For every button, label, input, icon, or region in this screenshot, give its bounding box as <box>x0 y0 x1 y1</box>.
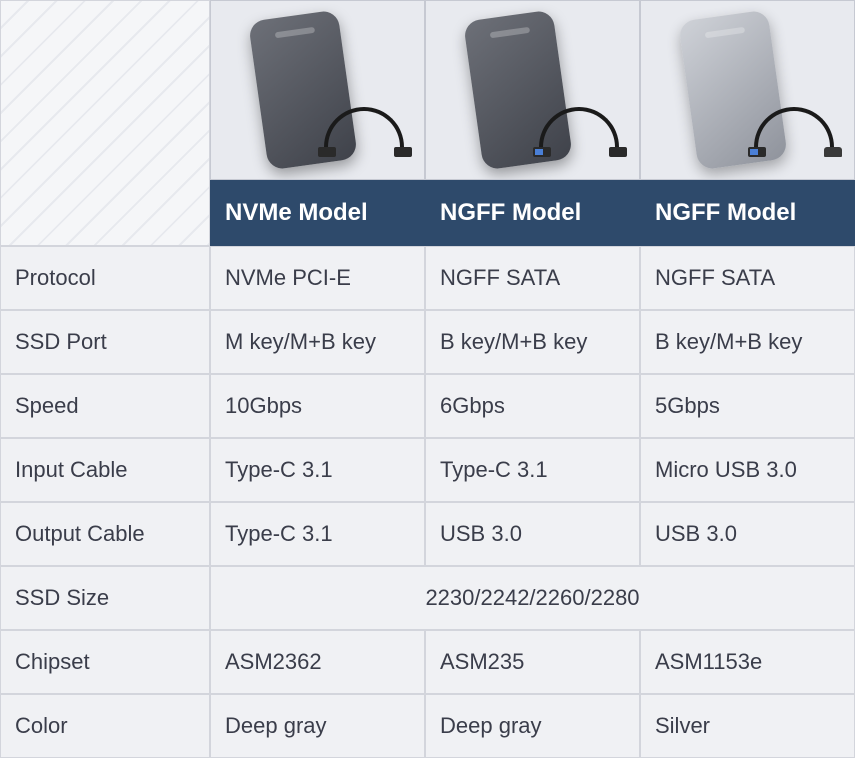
column-header-3: NGFF Model <box>640 180 855 246</box>
outputcable-c1: Type-C 3.1 <box>210 502 425 566</box>
speed-c1: 10Gbps <box>210 374 425 438</box>
color-c3: Silver <box>640 694 855 758</box>
protocol-c2: NGFF SATA <box>425 246 640 310</box>
outputcable-c2: USB 3.0 <box>425 502 640 566</box>
inputcable-c3: Micro USB 3.0 <box>640 438 855 502</box>
row-label-inputcable: Input Cable <box>0 438 210 502</box>
row-label-ssdport: SSD Port <box>0 310 210 374</box>
row-label-color: Color <box>0 694 210 758</box>
inputcable-c2: Type-C 3.1 <box>425 438 640 502</box>
inputcable-c1: Type-C 3.1 <box>210 438 425 502</box>
ssdport-c1: M key/M+B key <box>210 310 425 374</box>
row-label-outputcable: Output Cable <box>0 502 210 566</box>
cable-icon <box>320 99 410 169</box>
row-label-ssdsize: SSD Size <box>0 566 210 630</box>
row-label-speed: Speed <box>0 374 210 438</box>
color-c1: Deep gray <box>210 694 425 758</box>
column-header-2: NGFF Model <box>425 180 640 246</box>
protocol-c3: NGFF SATA <box>640 246 855 310</box>
color-c2: Deep gray <box>425 694 640 758</box>
speed-c3: 5Gbps <box>640 374 855 438</box>
corner-spacer <box>0 0 210 246</box>
chipset-c3: ASM1153e <box>640 630 855 694</box>
product-image-3 <box>640 0 855 180</box>
ssdport-c2: B key/M+B key <box>425 310 640 374</box>
protocol-c1: NVMe PCI-E <box>210 246 425 310</box>
cable-icon <box>750 99 840 169</box>
product-image-2 <box>425 0 640 180</box>
chipset-c1: ASM2362 <box>210 630 425 694</box>
comparison-table: NVMe Model NGFF Model NGFF Model Protoco… <box>0 0 855 758</box>
speed-c2: 6Gbps <box>425 374 640 438</box>
ssdport-c3: B key/M+B key <box>640 310 855 374</box>
ssdsize-span: 2230/2242/2260/2280 <box>210 566 855 630</box>
column-header-1: NVMe Model <box>210 180 425 246</box>
chipset-c2: ASM235 <box>425 630 640 694</box>
cable-icon <box>535 99 625 169</box>
row-label-chipset: Chipset <box>0 630 210 694</box>
row-label-protocol: Protocol <box>0 246 210 310</box>
product-image-1 <box>210 0 425 180</box>
outputcable-c3: USB 3.0 <box>640 502 855 566</box>
